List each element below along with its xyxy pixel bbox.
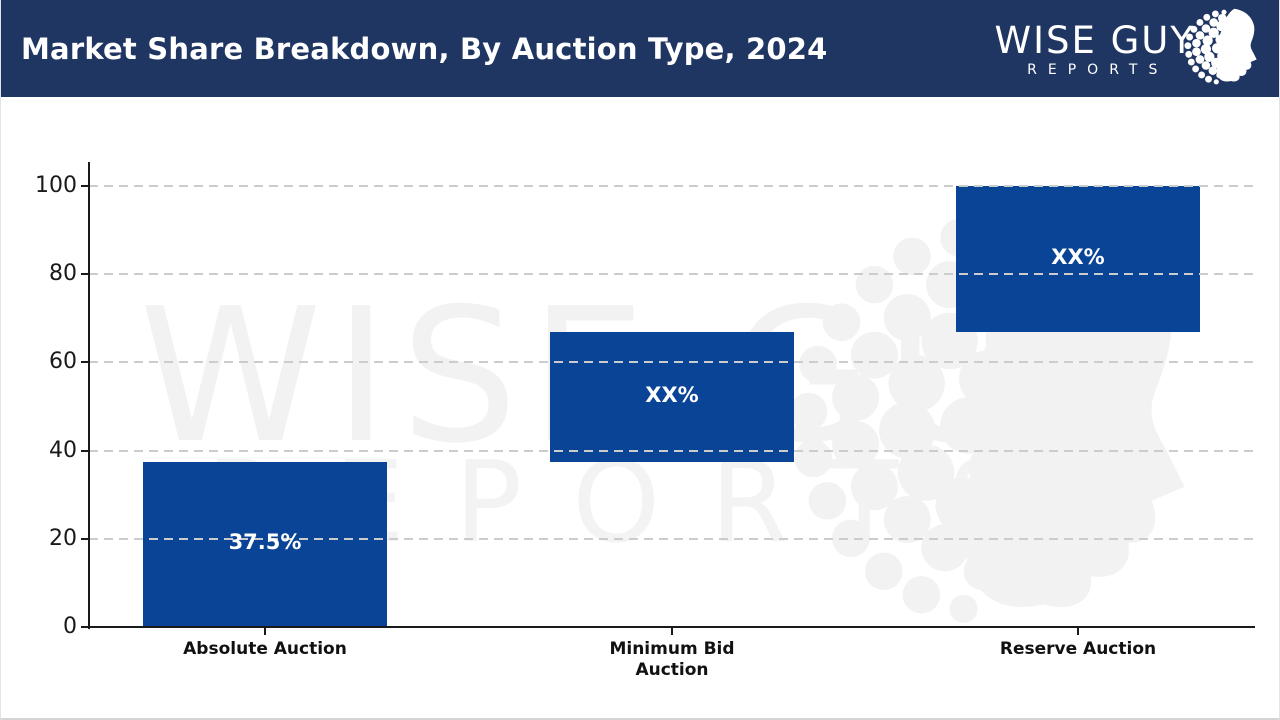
y-gridline xyxy=(89,449,1254,452)
y-axis-tick xyxy=(81,185,89,187)
y-gridline xyxy=(89,185,1254,187)
x-axis-category-line: Auction xyxy=(635,659,709,680)
x-axis-spine xyxy=(88,626,1255,628)
chart-title: Market Share Breakdown, By Auction Type,… xyxy=(21,31,828,66)
bar-value-label: XX% xyxy=(645,382,699,407)
x-axis-category-label: Reserve Auction xyxy=(918,639,1238,660)
y-axis-tick xyxy=(81,273,89,276)
y-gridline xyxy=(89,273,1254,276)
y-axis-tick-label: 60 xyxy=(49,349,77,375)
y-gridline xyxy=(89,361,1254,364)
y-axis-tick xyxy=(81,361,89,364)
bar-segment xyxy=(143,461,387,627)
x-axis-category-label: Absolute Auction xyxy=(105,639,425,660)
logo-head-icon xyxy=(1184,8,1257,85)
bar-segment xyxy=(956,186,1200,332)
x-axis-category-line: Minimum Bid xyxy=(609,639,735,659)
logo-text: WISE GUY REPORTS xyxy=(994,18,1195,79)
wiseguy-logo: WISE GUY REPORTS xyxy=(995,6,1267,94)
y-axis-tick xyxy=(81,449,89,452)
logo-wordmark: WISE GUY xyxy=(994,18,1195,62)
x-axis-category-line: Reserve Auction xyxy=(999,639,1157,659)
bar-value-label: XX% xyxy=(1051,244,1105,269)
y-gridline xyxy=(89,537,1254,540)
bar-value-label: 37.5% xyxy=(228,530,302,555)
x-axis-category-line: Absolute Auction xyxy=(183,639,347,659)
bar-segment xyxy=(550,331,794,462)
y-axis-spine xyxy=(88,162,90,629)
x-axis-tick xyxy=(264,628,266,635)
y-axis-tick-label: 40 xyxy=(49,437,77,463)
y-axis-tick-label: 100 xyxy=(35,173,77,198)
y-axis-tick xyxy=(81,537,89,540)
logo-subtitle: REPORTS xyxy=(1027,62,1169,79)
x-axis-category-label: Minimum Bid Auction xyxy=(512,639,832,680)
y-axis-tick-label: 0 xyxy=(63,614,77,639)
y-axis-tick-label: 80 xyxy=(49,261,77,287)
x-axis-tick xyxy=(671,628,673,635)
y-axis-tick-label: 20 xyxy=(49,525,77,551)
header-banner: Market Share Breakdown, By Auction Type,… xyxy=(1,0,1279,97)
x-axis-tick xyxy=(1077,628,1079,635)
y-axis-tick xyxy=(81,626,89,628)
